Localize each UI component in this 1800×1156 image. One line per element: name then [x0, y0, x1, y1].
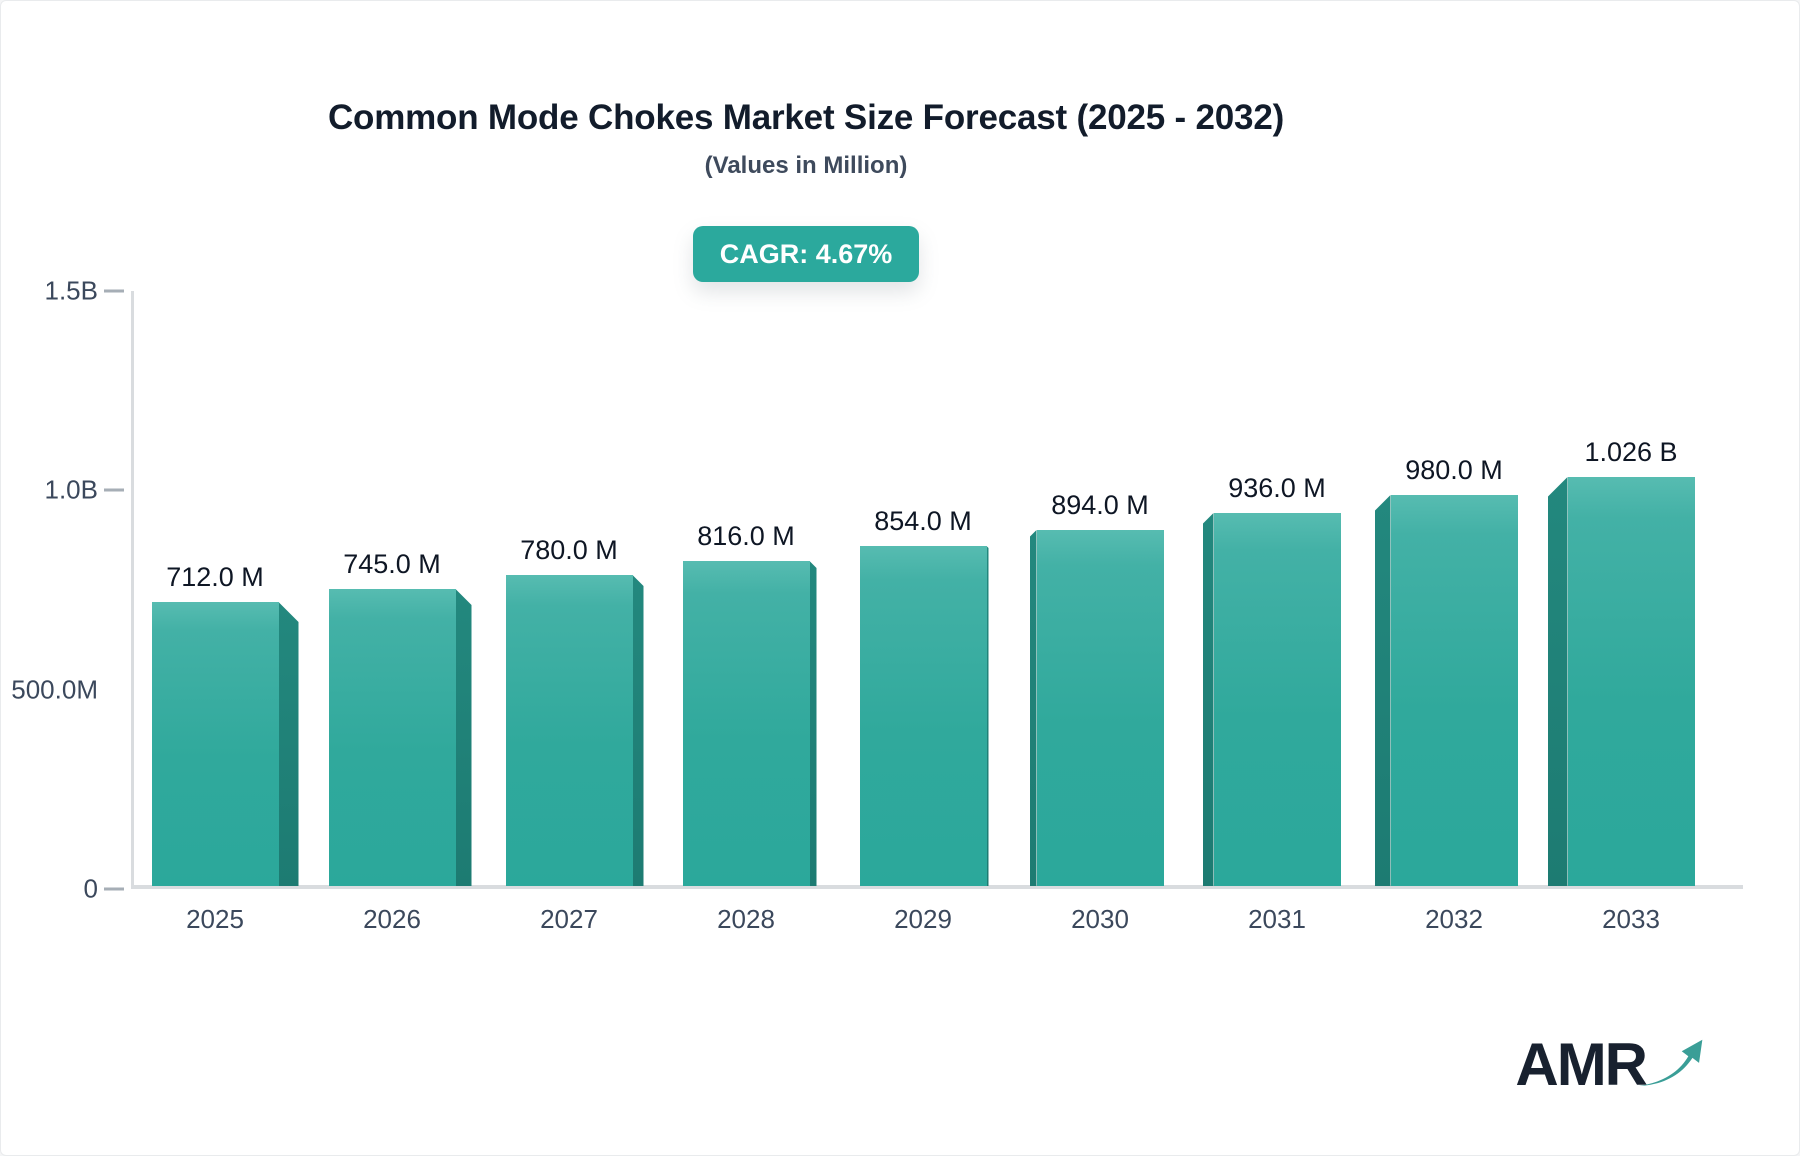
- x-tick-label: 2026: [363, 904, 421, 934]
- bar-side: [986, 546, 989, 886]
- chart-title: Common Mode Chokes Market Size Forecast …: [327, 98, 1285, 137]
- bar-face: [1390, 495, 1518, 886]
- bar-value-label: 712.0 M: [166, 562, 264, 592]
- x-tick-label: 2031: [1248, 904, 1306, 934]
- chart-subtitle: (Values in Million): [704, 152, 908, 179]
- bar-value-label: 854.0 M: [874, 506, 972, 536]
- x-tick-label: 2030: [1071, 904, 1129, 934]
- y-tick-dash: [104, 887, 124, 891]
- y-axis: 1.5B 1.0B 500.0M 0: [1, 276, 132, 904]
- bar-side: [278, 602, 299, 886]
- y-tick-label: 0: [83, 873, 98, 904]
- growth-arrow-icon: [1638, 1039, 1703, 1086]
- x-axis-line: [131, 885, 1743, 889]
- bar-face: [151, 602, 279, 886]
- x-tick-label: 2027: [540, 904, 598, 934]
- chart-header: Common Mode Chokes Market Size Forecast …: [1, 98, 1611, 282]
- amr-logo-text: AMR: [1515, 1031, 1648, 1098]
- bar-face: [1036, 530, 1164, 886]
- bar-face: [859, 546, 987, 886]
- bar-side: [632, 575, 644, 886]
- bar-group-2025: 712.0 M 2025: [151, 562, 299, 934]
- bar-side: [1374, 495, 1391, 886]
- bar-group-2033: 1.026 B 2033: [1547, 437, 1695, 934]
- y-tick-dash: [104, 488, 124, 492]
- y-tick-label: 500.0M: [11, 674, 98, 705]
- x-tick-label: 2029: [894, 904, 952, 934]
- bar-value-label: 980.0 M: [1405, 455, 1503, 485]
- bar-group-2030: 894.0 M 2030: [1029, 490, 1164, 934]
- bar-face: [1213, 513, 1341, 886]
- x-tick-label: 2025: [186, 904, 244, 934]
- bar-value-label: 936.0 M: [1228, 473, 1326, 503]
- x-tick-label: 2032: [1425, 904, 1483, 934]
- plot-area: 712.0 M 2025 745.0 M 2026 780.0 M 2027 816.0 M…: [131, 291, 1743, 934]
- bar-side: [455, 589, 472, 886]
- bar-value-label: 780.0 M: [520, 535, 618, 565]
- bar-face: [328, 589, 456, 886]
- bar-face: [1567, 477, 1695, 886]
- bar-side: [1029, 530, 1037, 886]
- y-tick-label: 1.5B: [44, 275, 99, 306]
- x-tick-label: 2033: [1602, 904, 1660, 934]
- amr-logo: AMR: [1515, 1031, 1704, 1095]
- bar-value-label: 816.0 M: [697, 521, 795, 551]
- bar-value-label: 745.0 M: [343, 549, 441, 579]
- bar-group-2028: 816.0 M 2028: [682, 521, 817, 934]
- bar-value-label: 1.026 B: [1584, 437, 1678, 467]
- bar-group-2026: 745.0 M 2026: [328, 549, 472, 934]
- bar-side: [809, 561, 817, 886]
- bar-side: [1547, 477, 1568, 886]
- y-axis-line: [131, 291, 134, 889]
- y-tick-dash: [104, 289, 124, 293]
- bar-face: [682, 561, 810, 886]
- bar-face: [505, 575, 633, 886]
- y-tick-label: 1.0B: [44, 474, 99, 505]
- bar-group-2032: 980.0 M 2032: [1374, 455, 1518, 934]
- bar-group-2031: 936.0 M 2031: [1202, 473, 1341, 934]
- bar-group-2027: 780.0 M 2027: [505, 535, 644, 934]
- bar-side: [1202, 513, 1214, 886]
- bar-group-2029: 854.0 M 2029: [859, 506, 989, 934]
- bar-value-label: 894.0 M: [1051, 490, 1149, 520]
- cagr-badge: CAGR: 4.67%: [692, 226, 920, 282]
- x-tick-label: 2028: [717, 904, 775, 934]
